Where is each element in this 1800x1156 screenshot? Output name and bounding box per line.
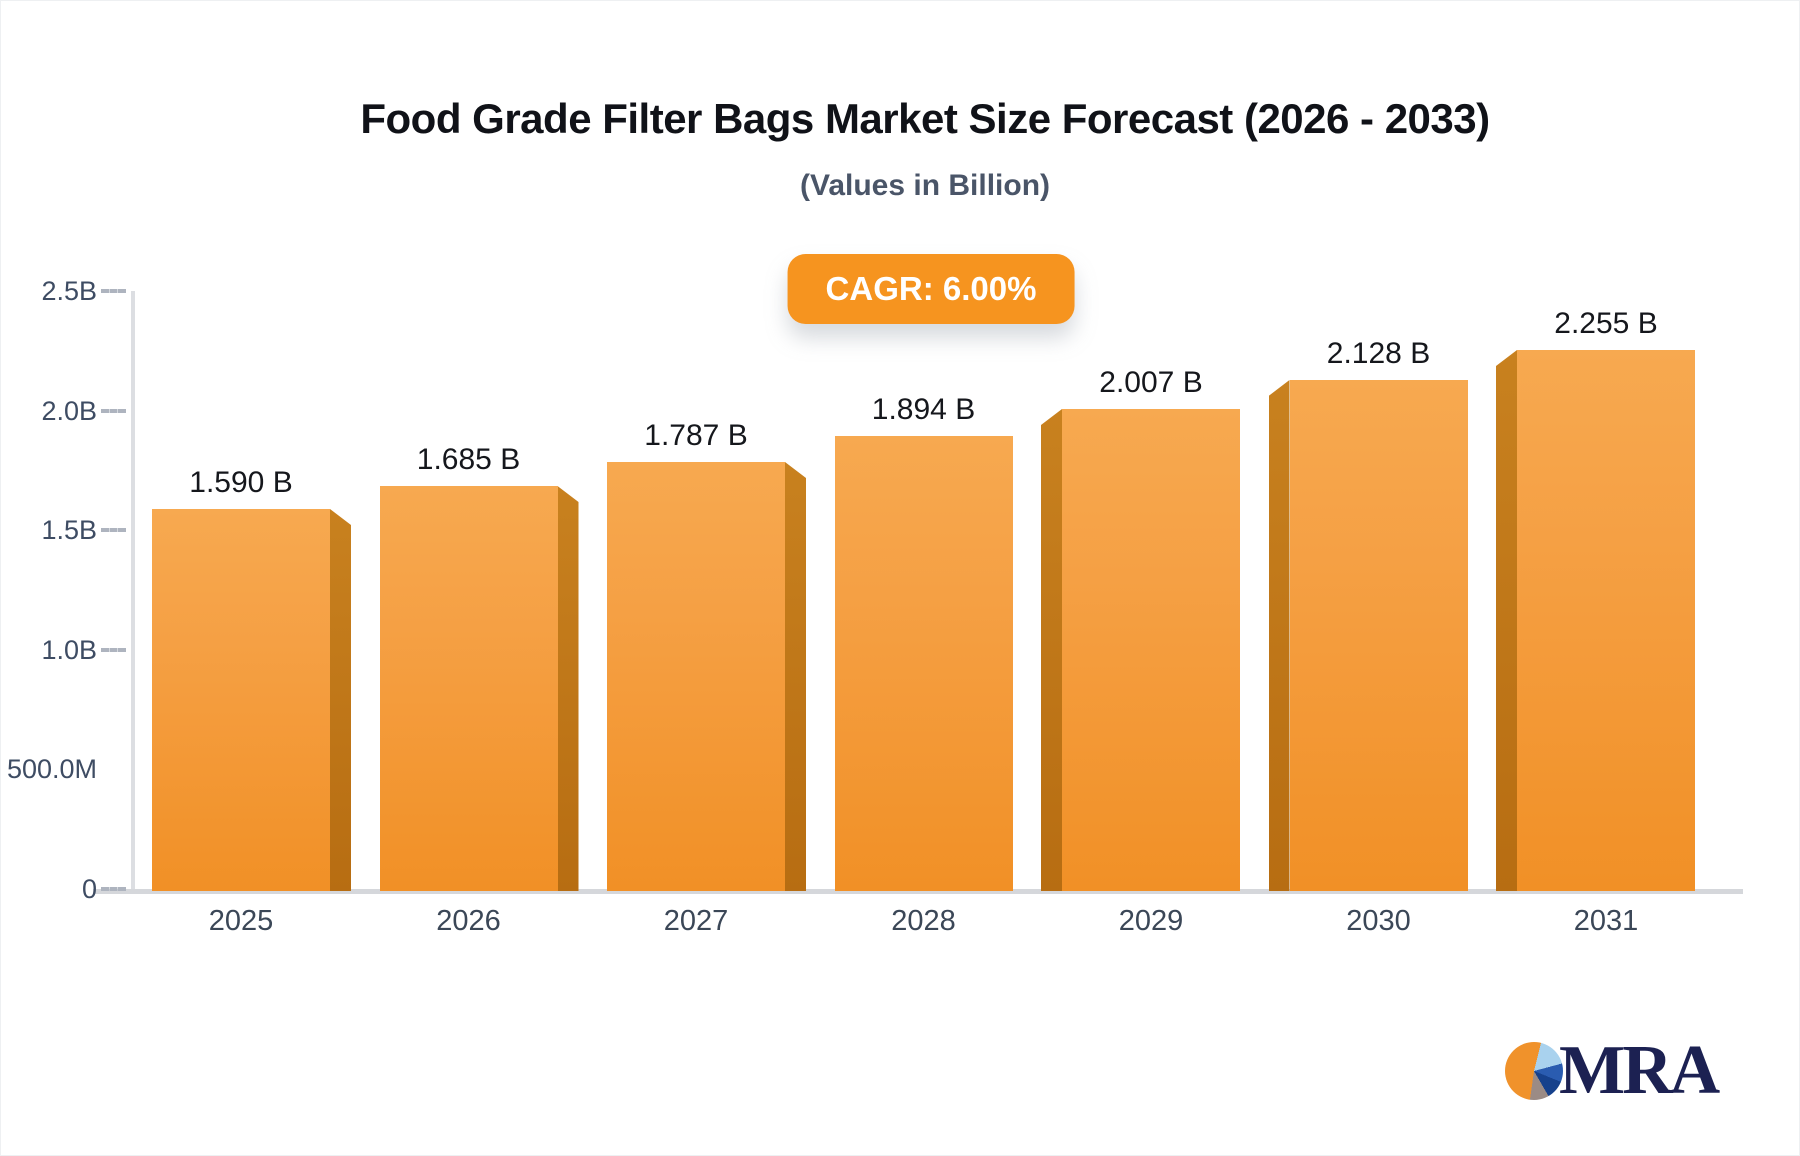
bar-3d-side xyxy=(557,486,579,891)
y-axis-tick-label: 1.5B xyxy=(41,515,97,546)
y-axis-tick-mark xyxy=(101,887,126,891)
chart-title: Food Grade Filter Bags Market Size Forec… xyxy=(360,95,1490,142)
y-axis-tick-label: 500.0M xyxy=(6,754,97,785)
y-axis-tick-label: 2.0B xyxy=(41,395,97,426)
bar-2025[interactable] xyxy=(152,509,330,891)
bar-value-label: 2.007 B xyxy=(1099,366,1203,399)
cagr-badge: CAGR: 6.00% xyxy=(787,254,1075,324)
brand-logo: MRA xyxy=(1505,1031,1720,1111)
y-axis-line xyxy=(131,291,135,891)
x-axis-baseline xyxy=(93,889,1743,894)
pie-chart-icon xyxy=(1505,1042,1563,1100)
bar-2030[interactable] xyxy=(1289,380,1468,891)
x-axis-label-2027: 2027 xyxy=(663,905,729,937)
y-axis-tick-label: 2.5B xyxy=(41,276,97,306)
bar-3d-side xyxy=(1268,380,1290,891)
x-axis-label-2026: 2026 xyxy=(436,905,501,937)
bar-2028[interactable] xyxy=(834,436,1013,891)
bar-value-label: 1.787 B xyxy=(644,419,748,452)
bar-2027[interactable] xyxy=(607,462,785,891)
x-axis-label-2028: 2028 xyxy=(891,905,956,937)
y-axis-tick-label: 1.0B xyxy=(41,634,97,665)
y-axis-tick-mark xyxy=(101,647,126,652)
bar-value-label: 1.590 B xyxy=(189,466,293,499)
bar-3d-side xyxy=(785,462,806,891)
y-axis-tick-label: 0 xyxy=(81,874,97,904)
bar-3d-side xyxy=(1496,350,1517,891)
bar-2029[interactable] xyxy=(1062,409,1240,891)
bar-2031[interactable] xyxy=(1517,350,1695,891)
y-axis-tick-mark xyxy=(101,408,126,413)
x-axis-label-2025: 2025 xyxy=(208,905,274,937)
y-axis-tick-mark xyxy=(101,528,126,533)
bar-3d-side xyxy=(330,509,351,891)
chart-subtitle: (Values in Billion) xyxy=(799,169,1051,202)
bar-value-label: 1.685 B xyxy=(416,443,521,476)
x-axis-label-2030: 2030 xyxy=(1346,905,1411,937)
x-axis-label-2031: 2031 xyxy=(1573,905,1639,937)
bar-value-label: 2.128 B xyxy=(1326,337,1431,370)
y-axis-tick-mark xyxy=(101,289,126,293)
bar-2026[interactable] xyxy=(379,486,558,891)
brand-logo-text: MRA xyxy=(1559,1032,1720,1109)
bar-3d-side xyxy=(1041,409,1062,891)
bar-value-label: 1.894 B xyxy=(871,393,976,426)
bar-value-label: 2.255 B xyxy=(1554,307,1658,340)
x-axis-label-2029: 2029 xyxy=(1118,905,1184,937)
